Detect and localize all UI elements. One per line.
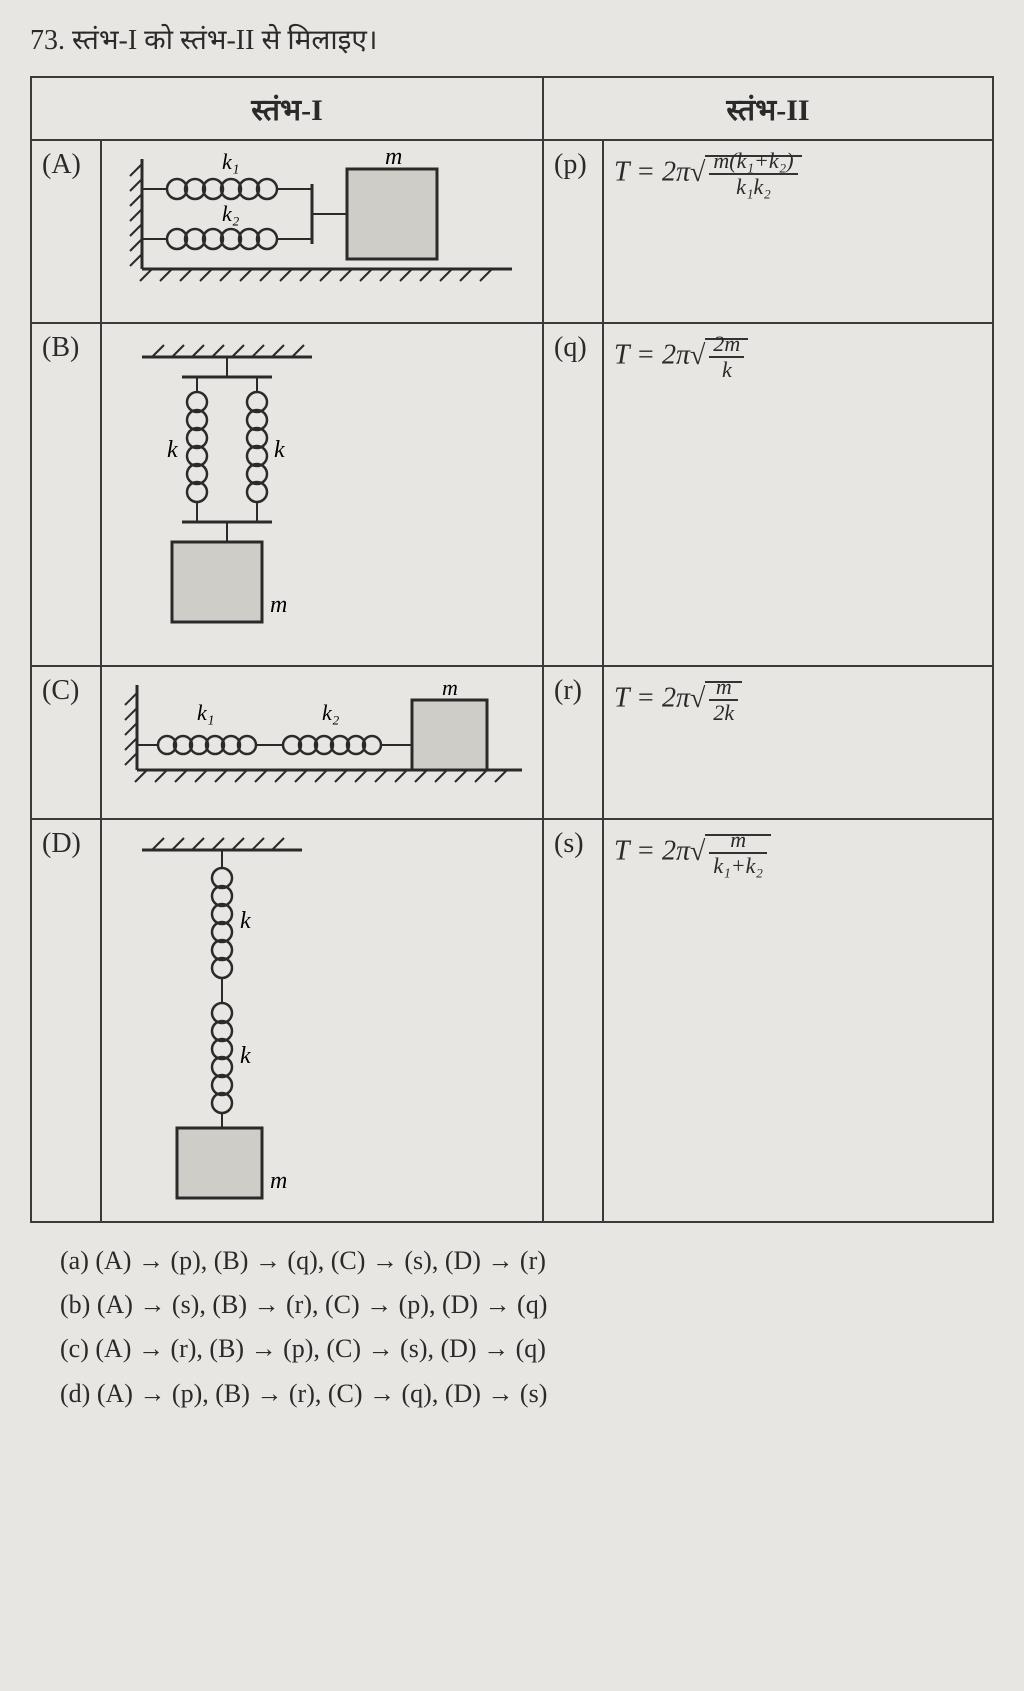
row-b-figure: k k m bbox=[101, 323, 543, 666]
row-b-label: (B) bbox=[31, 323, 101, 666]
label-d-m: m bbox=[270, 1168, 287, 1194]
option-c: (c) (A) → (r), (B) → (p), (C) → (s), (D)… bbox=[60, 1327, 994, 1371]
label-k-right: k bbox=[274, 437, 285, 463]
table-row: (A) k₁ bbox=[31, 140, 993, 323]
row-r-formula: T = 2πm2k bbox=[603, 666, 993, 819]
option-d: (d) (A) → (p), (B) → (r), (C) → (q), (D)… bbox=[60, 1372, 994, 1416]
label-d-k2: k bbox=[240, 1043, 251, 1069]
row-q-formula: T = 2π2mk bbox=[603, 323, 993, 666]
figure-series-horizontal: k₁ k₂ m bbox=[112, 675, 532, 805]
row-s-label: (s) bbox=[543, 819, 603, 1222]
question-number: 73. bbox=[30, 25, 65, 56]
table-row: (B) k bbox=[31, 323, 993, 666]
figure-series-vertical: k k m bbox=[112, 828, 332, 1208]
label-d-k1: k bbox=[240, 908, 251, 934]
figure-parallel-vertical: k k m bbox=[112, 332, 352, 652]
row-a-figure: k₁ k₂ m bbox=[101, 140, 543, 323]
row-c-figure: k₁ k₂ m bbox=[101, 666, 543, 819]
row-p-label: (p) bbox=[543, 140, 603, 323]
question-line: 73. स्तंभ-I को स्तंभ-II से मिलाइए। bbox=[30, 20, 994, 58]
table-row: (D) k bbox=[31, 819, 993, 1222]
label-c-k1: k₁ bbox=[197, 700, 214, 725]
label-k2: k₂ bbox=[222, 201, 240, 226]
formula-prefix: T = 2π bbox=[614, 836, 690, 867]
option-b: (b) (A) → (s), (B) → (r), (C) → (p), (D)… bbox=[60, 1283, 994, 1327]
figure-parallel-horizontal: k₁ k₂ m bbox=[112, 149, 522, 309]
label-k1: k₁ bbox=[222, 149, 239, 174]
header-col1: स्तंभ-I bbox=[31, 77, 543, 140]
label-c-k2: k₂ bbox=[322, 700, 340, 725]
label-m: m bbox=[385, 149, 402, 170]
row-d-figure: k k m bbox=[101, 819, 543, 1222]
header-col2: स्तंभ-II bbox=[543, 77, 993, 140]
row-c-label: (C) bbox=[31, 666, 101, 819]
row-d-label: (D) bbox=[31, 819, 101, 1222]
row-s-formula: T = 2πmk₁+k₂ bbox=[603, 819, 993, 1222]
label-c-m: m bbox=[442, 675, 458, 700]
table-row: (C) k₁ bbox=[31, 666, 993, 819]
row-a-label: (A) bbox=[31, 140, 101, 323]
label-m-b: m bbox=[270, 592, 287, 618]
answer-options: (a) (A) → (p), (B) → (q), (C) → (s), (D)… bbox=[30, 1239, 994, 1416]
formula-prefix: T = 2π bbox=[614, 683, 690, 714]
formula-prefix: T = 2π bbox=[614, 340, 690, 371]
formula-prefix: T = 2π bbox=[614, 157, 690, 188]
row-p-formula: T = 2πm(k₁+k₂)k₁k₂ bbox=[603, 140, 993, 323]
row-r-label: (r) bbox=[543, 666, 603, 819]
question-text: स्तंभ-I को स्तंभ-II से मिलाइए। bbox=[72, 25, 377, 56]
label-k-left: k bbox=[167, 437, 178, 463]
match-table: स्तंभ-I स्तंभ-II (A) bbox=[30, 76, 994, 1223]
row-q-label: (q) bbox=[543, 323, 603, 666]
option-a: (a) (A) → (p), (B) → (q), (C) → (s), (D)… bbox=[60, 1239, 994, 1283]
